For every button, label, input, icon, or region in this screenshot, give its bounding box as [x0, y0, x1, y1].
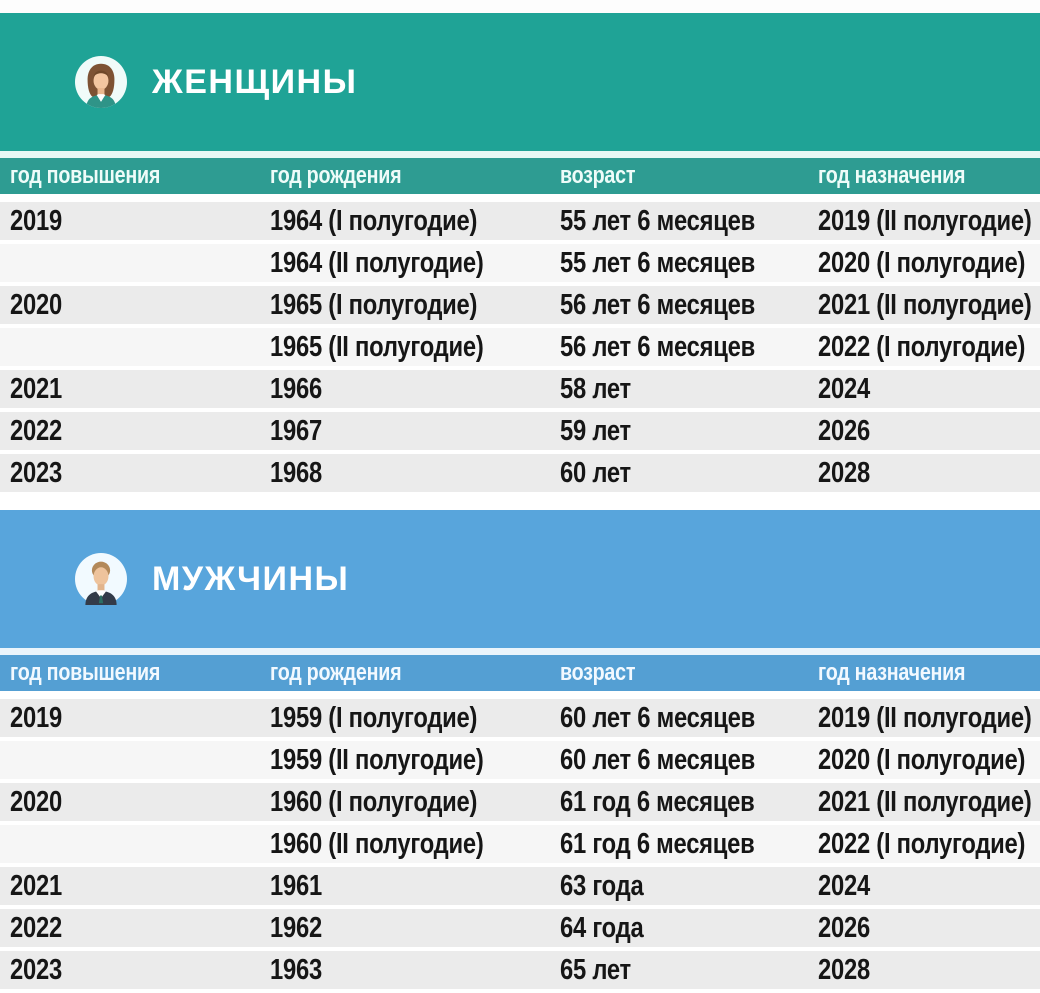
- table-cell: [0, 828, 260, 861]
- table-cell: 1964 (II полугодие): [270, 246, 484, 279]
- table-header-row: год повышения год рождения возраст год н…: [0, 655, 1040, 691]
- table-cell: 63 года: [560, 869, 644, 902]
- table-cell: 2028: [818, 456, 870, 489]
- table-cell: 2026: [818, 911, 870, 944]
- table-row: 2021 1961 63 года 2024: [0, 867, 1040, 905]
- table-cell: 2022 (I полугодие): [818, 827, 1026, 860]
- table-row: 1964 (II полугодие) 55 лет 6 месяцев 2020 …: [0, 244, 1040, 282]
- sections-container: ЖЕНЩИНЫ год повышения год рождения возра…: [0, 13, 1040, 989]
- table-cell: 2019 (II полугодие): [818, 204, 1032, 237]
- table-cell: 56 лет 6 месяцев: [560, 330, 755, 363]
- table-row: 2022 1967 59 лет 2026: [0, 412, 1040, 450]
- divider-strip: [0, 648, 1040, 655]
- table-row: 1960 (II полугодие) 61 год 6 месяцев 2022 …: [0, 825, 1040, 863]
- table-cell: 1961: [270, 869, 322, 902]
- table-row: 2020 1965 (I полугодие) 56 лет 6 месяцев 20…: [0, 286, 1040, 324]
- table-row: 1959 (II полугодие) 60 лет 6 месяцев 2020 …: [0, 741, 1040, 779]
- table-header-row: год повышения год рождения возраст год н…: [0, 158, 1040, 194]
- table-cell: 1959 (I полугодие): [270, 701, 478, 734]
- table-cell: 1965 (II полугодие): [270, 330, 484, 363]
- header-gap: [0, 194, 1040, 202]
- woman-avatar-icon: [75, 56, 127, 108]
- table-cell: 1968: [270, 456, 322, 489]
- table-cell: 2022: [10, 911, 62, 944]
- table-cell: 1960 (I полугодие): [270, 785, 478, 818]
- table-cell: 2021: [10, 372, 62, 405]
- section-banner: ЖЕНЩИНЫ: [0, 13, 1040, 151]
- header-cell: год рождения: [270, 162, 402, 189]
- table-cell: 2024: [818, 869, 870, 902]
- table-cell: 2020 (I полугодие): [818, 743, 1026, 776]
- table-cell: 1967: [270, 414, 322, 447]
- table-cell: 1964 (I полугодие): [270, 204, 478, 237]
- table-cell: [0, 247, 260, 280]
- table-cell: 60 лет 6 месяцев: [560, 701, 755, 734]
- avatar: [75, 56, 127, 108]
- table-cell: 2021 (II полугодие): [818, 785, 1032, 818]
- table-cell: 1966: [270, 372, 322, 405]
- table-cell: 59 лет: [560, 414, 631, 447]
- table-cell: 2026: [818, 414, 870, 447]
- table-cell: 61 год 6 месяцев: [560, 785, 755, 818]
- table-row: 2019 1959 (I полугодие) 60 лет 6 месяцев 20…: [0, 699, 1040, 737]
- table-cell: 65 лет: [560, 953, 631, 986]
- table-cell: 1960 (II полугодие): [270, 827, 484, 860]
- table-cell: [0, 744, 260, 777]
- table-cell: 55 лет 6 месяцев: [560, 246, 755, 279]
- header-cell: год повышения: [10, 659, 161, 686]
- table-cell: 60 лет 6 месяцев: [560, 743, 755, 776]
- section-banner: МУЖЧИНЫ: [0, 510, 1040, 648]
- table-row: 2022 1962 64 года 2026: [0, 909, 1040, 947]
- man-avatar-icon: [75, 553, 127, 605]
- table-cell: 55 лет 6 месяцев: [560, 204, 755, 237]
- table-cell: [0, 331, 260, 364]
- section-title: ЖЕНЩИНЫ: [152, 62, 358, 101]
- table-cell: 60 лет: [560, 456, 631, 489]
- table-row: 2023 1968 60 лет 2028: [0, 454, 1040, 492]
- table-row: 2021 1966 58 лет 2024: [0, 370, 1040, 408]
- table-cell: 2021: [10, 869, 62, 902]
- table-cell: 1965 (I полугодие): [270, 288, 478, 321]
- section: ЖЕНЩИНЫ год повышения год рождения возра…: [0, 13, 1040, 492]
- header-cell: год повышения: [10, 162, 161, 189]
- table-cell: 2020 (I полугодие): [818, 246, 1026, 279]
- table-row: 2020 1960 (I полугодие) 61 год 6 месяцев 20…: [0, 783, 1040, 821]
- divider-strip: [0, 151, 1040, 158]
- table-cell: 1963: [270, 953, 322, 986]
- table-row: 2019 1964 (I полугодие) 55 лет 6 месяцев 20…: [0, 202, 1040, 240]
- table-cell: 2019 (II полугодие): [818, 701, 1032, 734]
- table-cell: 2021 (II полугодие): [818, 288, 1032, 321]
- table-cell: 2028: [818, 953, 870, 986]
- header-cell: возраст: [560, 162, 636, 189]
- table-cell: 1959 (II полугодие): [270, 743, 484, 776]
- header-gap: [0, 691, 1040, 699]
- table-cell: 2024: [818, 372, 870, 405]
- avatar: [75, 553, 127, 605]
- table-cell: 56 лет 6 месяцев: [560, 288, 755, 321]
- table-cell: 2019: [10, 204, 62, 237]
- header-cell: год рождения: [270, 659, 402, 686]
- table-cell: 61 год 6 месяцев: [560, 827, 755, 860]
- table-cell: 64 года: [560, 911, 644, 944]
- table-row: 2023 1963 65 лет 2028: [0, 951, 1040, 989]
- section-title: МУЖЧИНЫ: [152, 559, 350, 598]
- table-body: 2019 1959 (I полугодие) 60 лет 6 месяцев 20…: [0, 699, 1040, 989]
- table-cell: 2023: [10, 953, 62, 986]
- table-body: 2019 1964 (I полугодие) 55 лет 6 месяцев 20…: [0, 202, 1040, 492]
- table-cell: 2023: [10, 456, 62, 489]
- table-cell: 2019: [10, 701, 62, 734]
- top-margin-strip: [0, 0, 1040, 13]
- header-cell: возраст: [560, 659, 636, 686]
- table-cell: 58 лет: [560, 372, 631, 405]
- table-cell: 2022 (I полугодие): [818, 330, 1026, 363]
- table-row: 1965 (II полугодие) 56 лет 6 месяцев 2022 …: [0, 328, 1040, 366]
- header-cell: год назначения: [818, 659, 966, 686]
- section: МУЖЧИНЫ год повышения год рождения возра…: [0, 510, 1040, 989]
- table-cell: 2022: [10, 414, 62, 447]
- table-cell: 2020: [10, 785, 62, 818]
- table-cell: 1962: [270, 911, 322, 944]
- table-cell: 2020: [10, 288, 62, 321]
- header-cell: год назначения: [818, 162, 966, 189]
